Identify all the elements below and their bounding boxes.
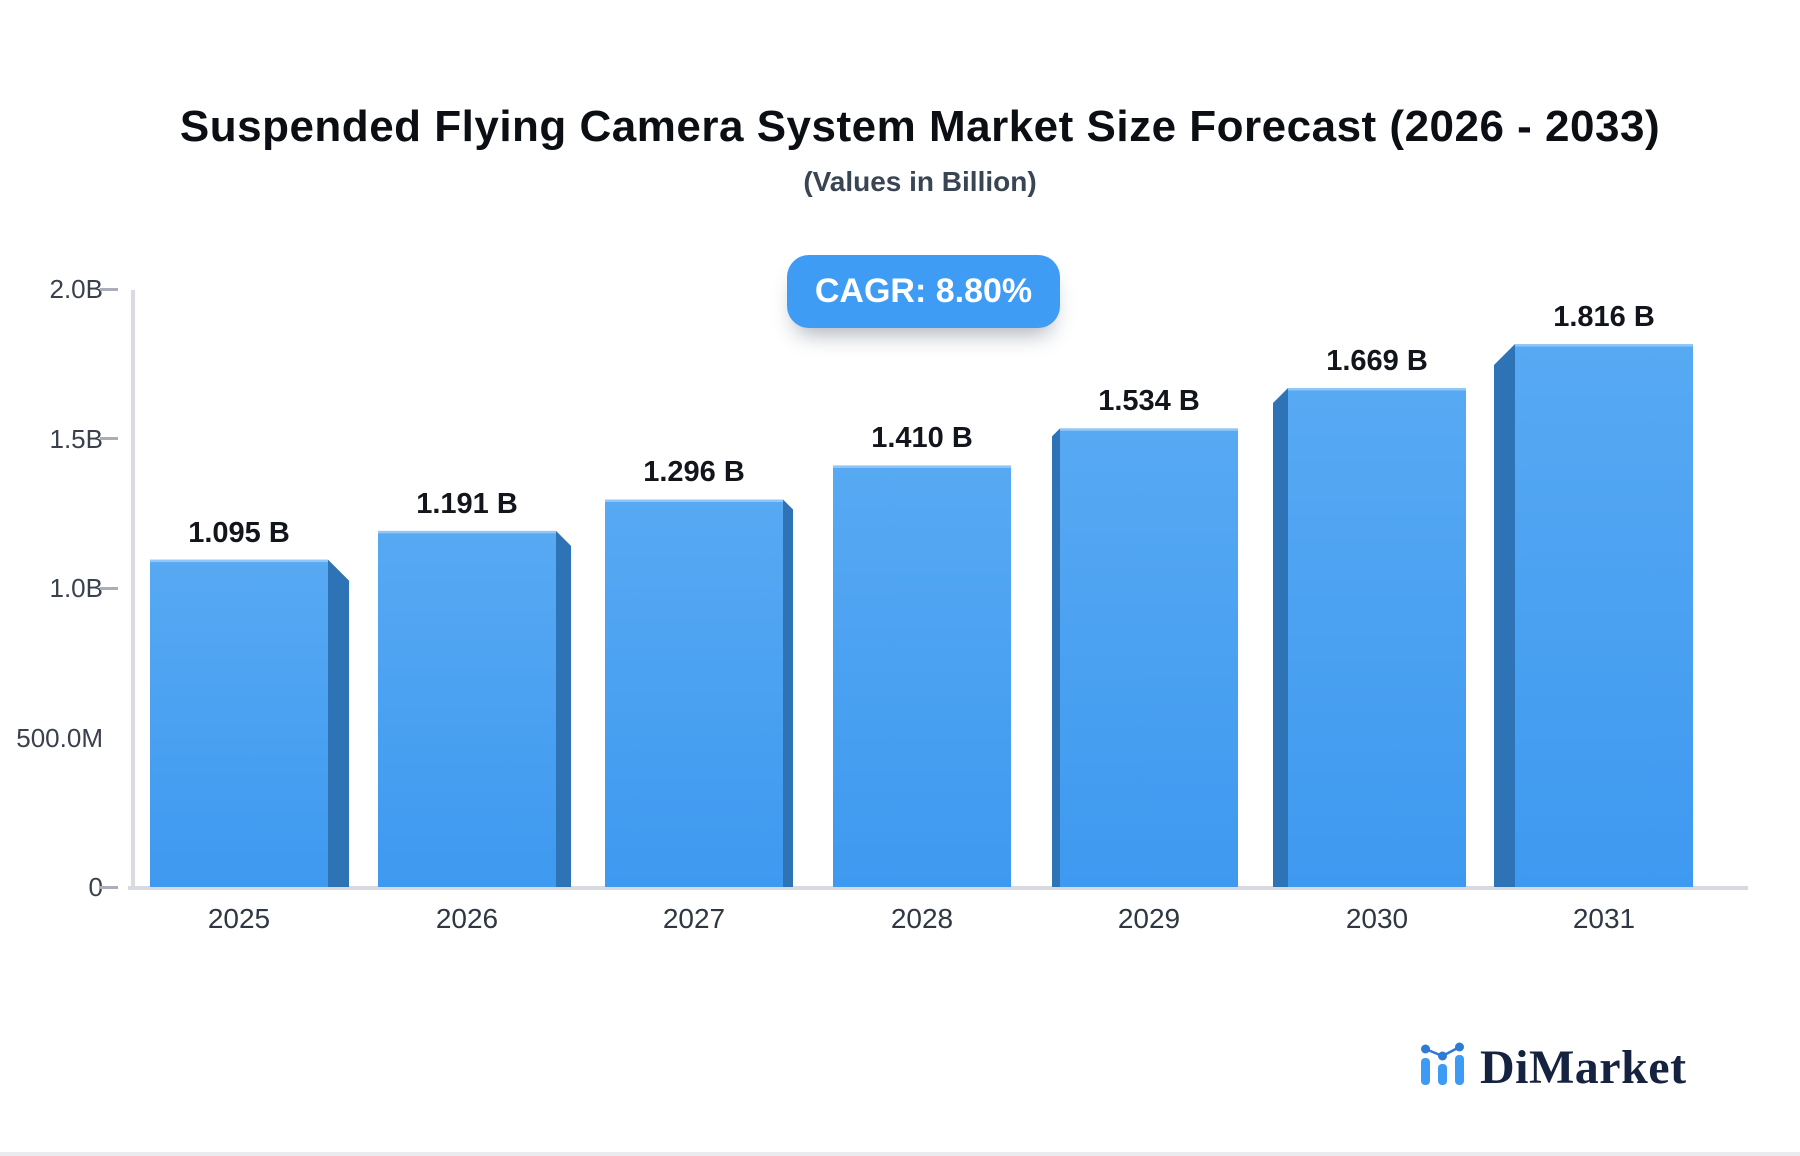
x-axis-baseline [128,886,1748,890]
y-axis-tick [100,437,118,440]
bar-front-face [605,499,783,887]
bar-value-label-2030: 1.669 B [1326,344,1428,377]
chart-title: Suspended Flying Camera System Market Si… [179,102,1661,151]
bar-value-label-2027: 1.296 B [643,456,745,489]
x-axis-label-2027: 2027 [662,903,726,934]
x-axis-label-2030: 2030 [1345,903,1409,934]
bar-value-label-2028: 1.410 B [871,422,973,455]
bar-front-face [833,465,1011,887]
bar-2027[interactable] [605,499,793,887]
bar-2028[interactable] [833,465,1011,887]
bar-front-face [150,559,328,887]
bar-top-highlight [1060,428,1238,431]
bar-top-highlight [833,465,1011,468]
bar-top-highlight [1515,344,1693,347]
y-axis-label-1.5B: 1.5B [49,423,104,454]
bar-top-highlight [150,559,328,563]
chart-subtitle: (Values in Billion) [803,166,1037,197]
bar-front-face [1060,428,1238,887]
bar-2031[interactable] [1494,344,1693,887]
brand-chart-icon [1418,1041,1468,1094]
cagr-badge: CAGR: 8.80% [787,255,1060,328]
x-axis-label-2026: 2026 [435,903,499,934]
bar-value-label-2025: 1.095 B [188,516,290,549]
y-axis-label-0: 0 [88,872,103,902]
y-axis-tick [100,885,118,889]
bar-top-highlight [1288,387,1466,391]
x-axis-label-2031: 2031 [1572,903,1636,934]
bar-top-highlight [378,530,556,534]
bar-top-highlight [605,499,783,502]
bar-2029[interactable] [1052,428,1238,887]
card-bottom-edge [0,1152,1800,1156]
bar-value-label-2029: 1.534 B [1098,385,1200,418]
y-axis-tick [100,287,118,291]
brand-logo[interactable]: DiMarket [1418,1040,1687,1095]
bar-front-face [378,530,556,887]
x-axis-label-2028: 2028 [890,903,954,934]
y-axis-label-500.0M: 500.0M [16,722,103,753]
bar-side-face [1273,387,1288,887]
brand-name: DiMarket [1480,1041,1687,1094]
bar-2030[interactable] [1273,387,1466,887]
bar-value-label-2026: 1.191 B [416,487,518,520]
x-axis-label-2025: 2025 [207,903,271,934]
bar-side-face [328,559,349,887]
y-axis-line [131,290,135,890]
bar-front-face [1515,344,1693,887]
bar-front-face [1288,387,1466,887]
bar-side-face [1494,344,1515,887]
bar-value-label-2031: 1.816 B [1553,301,1655,334]
bar-2025[interactable] [150,559,349,887]
x-axis-label-2029: 2029 [1117,903,1181,934]
bar-side-face [556,530,571,887]
bar-side-face [783,499,793,887]
bar-side-face [1052,428,1060,887]
bar-2026[interactable] [378,530,571,887]
y-axis-tick [100,586,118,590]
y-axis-label-2.0B: 2.0B [49,274,104,304]
y-axis-label-1.0B: 1.0B [49,573,104,603]
